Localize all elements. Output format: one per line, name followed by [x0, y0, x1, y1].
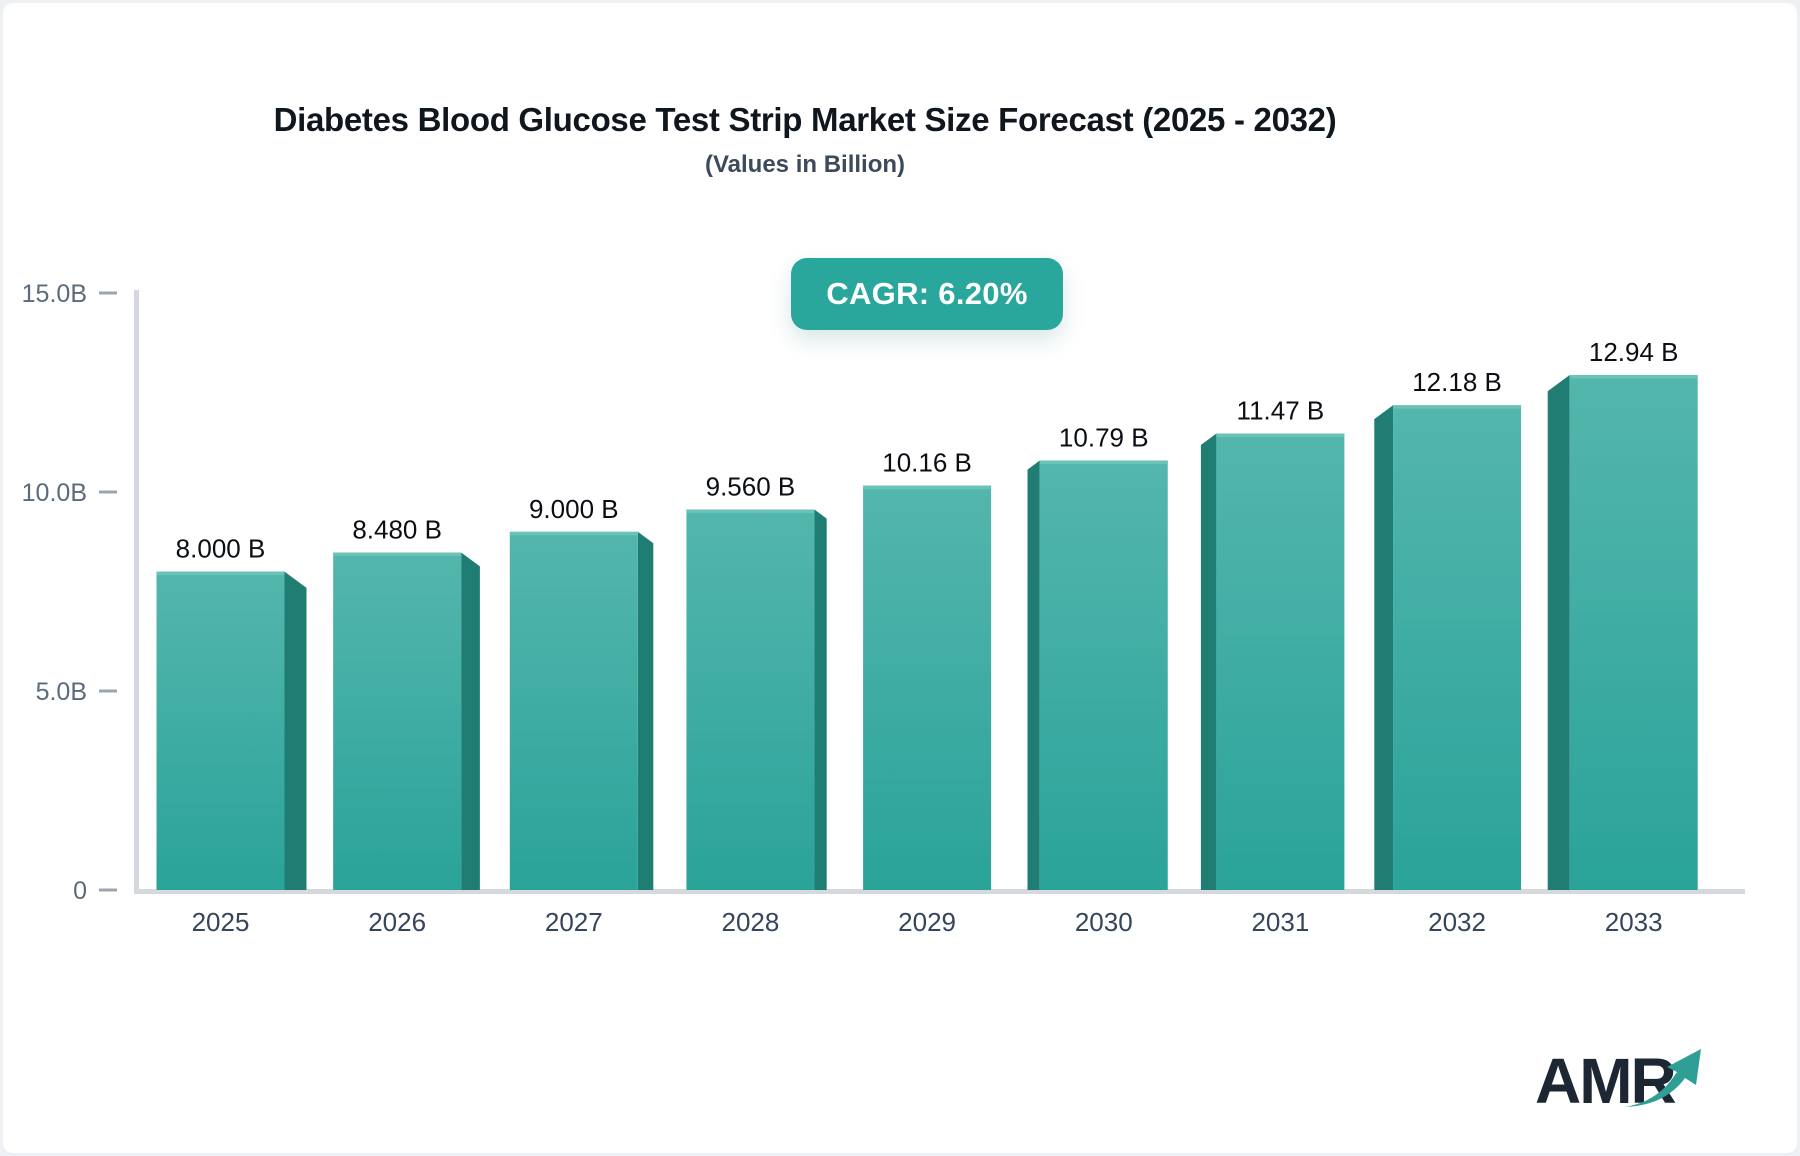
x-axis-label: 2031 [1251, 907, 1309, 937]
bar-top-edge [863, 485, 992, 490]
bar-value-label: 10.79 B [1059, 423, 1149, 453]
cagr-badge-label: CAGR: 6.20% [826, 276, 1028, 311]
bar-top-edge [509, 531, 638, 536]
bar-front-face [1569, 374, 1698, 890]
chart-subtitle: (Values in Billion) [704, 151, 906, 178]
y-axis-label: 15.0B [22, 280, 87, 308]
bar-value-label: 9.560 B [706, 472, 796, 502]
y-axis-label: 10.0B [22, 479, 87, 507]
bar-2029: 10.16 B 2029 [863, 448, 992, 937]
bar-value-label: 11.47 B [1237, 395, 1325, 425]
bar-front-face [509, 531, 638, 890]
x-axis-label: 2029 [898, 907, 956, 937]
x-axis-label: 2026 [368, 907, 426, 937]
bar-2027: 9.000 B 2027 [509, 494, 654, 937]
bar-side-face [1374, 405, 1394, 890]
bar-side-face [814, 509, 827, 890]
bar-side-face [1200, 433, 1217, 890]
bar-value-label: 8.000 B [176, 534, 266, 564]
bar-value-label: 12.18 B [1412, 367, 1502, 397]
bar-2030: 10.79 B 2030 [1027, 423, 1168, 937]
bar-front-face [333, 552, 462, 890]
bar-top-edge [1569, 374, 1698, 379]
bar-side-face [1027, 460, 1040, 890]
bar-top-edge [333, 552, 462, 556]
bar-side-face [637, 531, 654, 890]
bar-2032: 12.18 B 2032 [1374, 367, 1522, 937]
x-axis-label: 2030 [1075, 907, 1133, 937]
x-axis-label: 2025 [192, 907, 250, 937]
chart-card: Diabetes Blood Glucose Test Strip Market… [3, 3, 1797, 1153]
bar-front-face [156, 571, 285, 890]
x-axis-label: 2028 [722, 907, 780, 937]
bar-value-label: 12.94 B [1589, 337, 1679, 367]
bar-top-edge [1039, 460, 1168, 465]
x-axis-label: 2027 [545, 907, 603, 937]
bar-value-label: 10.16 B [882, 448, 972, 478]
bar-top-edge [1216, 433, 1345, 437]
bar-value-label: 9.000 B [529, 494, 619, 524]
bar-front-face [863, 485, 992, 890]
bar-value-label: 8.480 B [352, 514, 442, 544]
chart-title: Diabetes Blood Glucose Test Strip Market… [273, 101, 1337, 138]
bar-2025: 8.000 B 2025 [156, 534, 307, 937]
bar-2028: 9.560 B 2028 [686, 472, 827, 937]
cagr-badge: CAGR: 6.20% [791, 258, 1063, 330]
growth-arrow-icon [1625, 1049, 1701, 1107]
bar-side-face [1547, 374, 1570, 890]
bar-2026: 8.480 B 2026 [333, 514, 480, 937]
bar-top-edge [686, 509, 815, 514]
y-axis-label: 5.0B [36, 678, 87, 706]
bar-front-face [1216, 433, 1345, 890]
bar-top-edge [1393, 405, 1522, 409]
bar-2033: 12.94 B 2033 [1547, 337, 1698, 937]
x-axis-label: 2032 [1428, 907, 1486, 937]
bar-front-face [1039, 460, 1168, 890]
bar-2031: 11.47 B 2031 [1200, 395, 1345, 937]
amr-logo: AMR [1535, 1039, 1715, 1117]
bar-front-face [1393, 405, 1522, 890]
bar-top-edge [156, 571, 285, 576]
bar-side-face [284, 571, 307, 890]
bar-side-face [461, 552, 480, 890]
amr-logo-text: AMR [1535, 1045, 1677, 1117]
bar-chart: 15.0B 10.0B 5.0B 0 8.000 B 2025 8.480 B 2026 9.0… [22, 280, 1745, 937]
x-axis-label: 2033 [1605, 907, 1663, 937]
y-axis-label: 0 [73, 877, 87, 905]
bar-front-face [686, 509, 815, 890]
